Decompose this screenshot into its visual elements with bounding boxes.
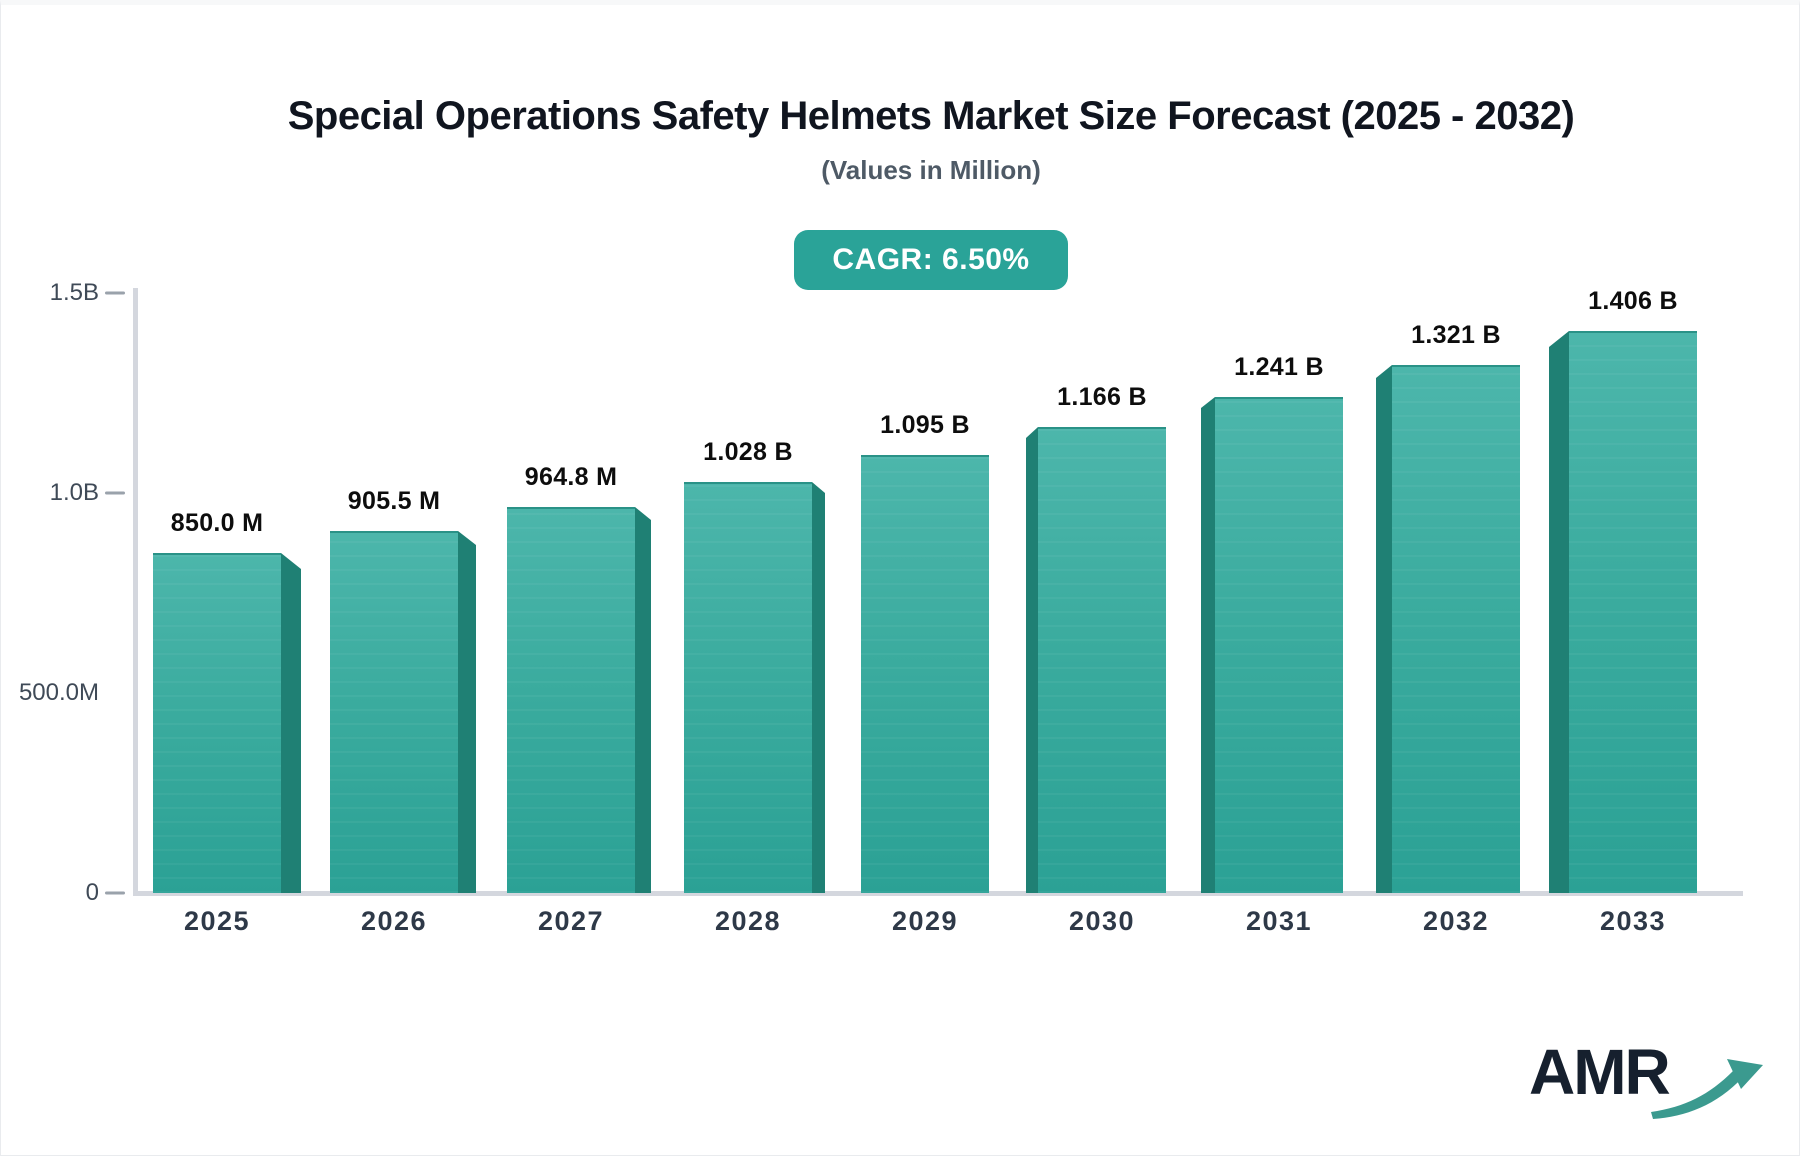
y-axis-tick-mark: [105, 891, 125, 895]
bar-face: [861, 455, 989, 893]
x-axis-category-label: 2028: [714, 906, 782, 936]
y-axis-tick-label: 0: [85, 879, 99, 906]
bar-face: [153, 553, 281, 893]
bar-2030: [1026, 427, 1166, 893]
x-axis-category-label: 2030: [1068, 906, 1136, 936]
chart-title: Special Operations Safety Helmets Market…: [287, 94, 1575, 138]
bar-3d-side: [1026, 427, 1038, 893]
bar-2031: [1201, 397, 1343, 893]
x-axis-category-label: 2033: [1599, 906, 1667, 936]
bar-2032: [1376, 365, 1520, 893]
y-axis-tick-mark: [105, 291, 125, 295]
bar-2033: [1549, 331, 1697, 893]
bar-face: [1569, 331, 1697, 893]
x-axis-category-label: 2026: [360, 906, 428, 936]
bar-face: [1038, 427, 1166, 893]
bar-value-label: 1.028 B: [703, 438, 793, 466]
x-axis-category-label: 2031: [1245, 906, 1313, 936]
bar-3d-side: [1201, 397, 1215, 893]
amr-logo: AMR: [1529, 1027, 1763, 1127]
y-axis-tick-label: 1.0B: [49, 479, 99, 506]
x-axis-category-label: 2027: [537, 906, 605, 936]
bar-2028: [684, 482, 825, 893]
bar-2027: [507, 507, 651, 893]
bar-value-label: 1.095 B: [880, 411, 970, 439]
bar-2026: [330, 531, 476, 893]
bar-3d-side: [281, 553, 301, 893]
y-axis-tick-label: 1.5B: [49, 279, 99, 306]
bar-value-label: 1.406 B: [1588, 287, 1678, 315]
growth-arrow-icon: [1651, 1059, 1763, 1119]
chart-header: Special Operations Safety Helmets Market…: [61, 93, 1799, 290]
bar-3d-side: [1376, 365, 1392, 893]
bar-face: [1215, 397, 1343, 893]
bar-value-label: 905.5 M: [347, 487, 441, 515]
x-axis-line: [133, 891, 1743, 896]
bar-face: [684, 482, 812, 893]
bar-value-label: 1.241 B: [1234, 353, 1324, 381]
chart-subtitle: (Values in Million): [821, 155, 1041, 185]
x-axis-category-label: 2025: [183, 906, 251, 936]
x-axis-category-label: 2029: [891, 906, 959, 936]
bar-3d-side: [1549, 331, 1569, 893]
y-axis-line: [133, 288, 138, 896]
bar-3d-side: [458, 531, 476, 893]
bar-3d-side: [812, 482, 825, 893]
bar-value-label: 964.8 M: [524, 463, 618, 491]
bar-value-label: 1.321 B: [1411, 321, 1501, 349]
y-axis-tick-label: 500.0M: [18, 679, 99, 706]
bar-value-label: 1.166 B: [1057, 383, 1147, 411]
bar-face: [507, 507, 635, 893]
x-axis-category-label: 2032: [1422, 906, 1490, 936]
bar-3d-side: [635, 507, 651, 893]
bar-2029: [861, 455, 989, 893]
amr-logo-text: AMR: [1529, 1036, 1671, 1108]
bar-face: [1392, 365, 1520, 893]
cagr-badge: CAGR: 6.50%: [794, 230, 1068, 290]
y-axis-tick-mark: [105, 491, 125, 495]
bar-value-label: 850.0 M: [170, 509, 264, 537]
bar-face: [330, 531, 458, 893]
bar-2025: [153, 553, 301, 893]
